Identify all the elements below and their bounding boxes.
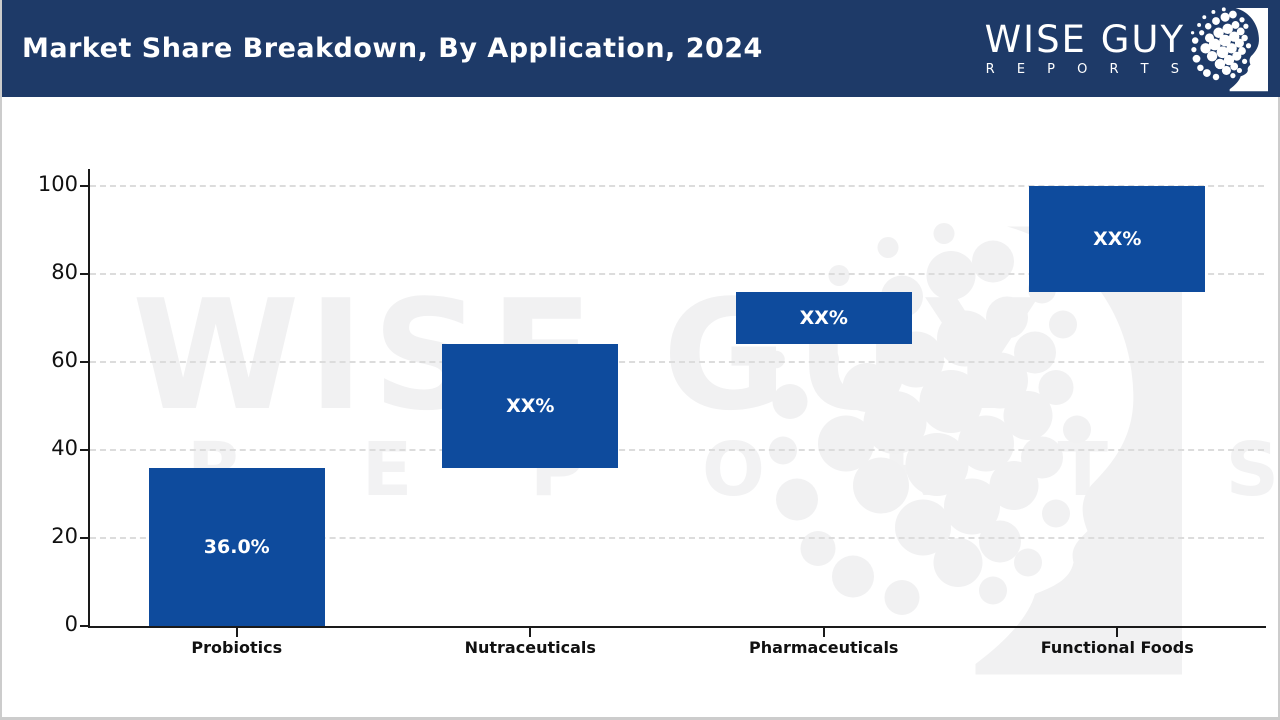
x-tick-label-functional-foods: Functional Foods [1040,638,1194,657]
brand-logo: WISE GUY R E P O R T S [982,6,1268,92]
gridline-y-40 [90,449,1264,451]
y-tick-label-100: 100 [37,172,78,196]
y-tick-label-0: 0 [64,612,78,636]
y-axis-line [88,169,90,628]
bar-pharmaceuticals: XX% [735,291,912,345]
bar-value-label: XX% [506,394,555,417]
gridline-y-80 [90,273,1264,275]
bar-value-label: XX% [799,306,848,329]
chart-area: WISE GUY R E P O R T S [2,97,1280,720]
y-tick-mark-80 [80,273,88,275]
bar-functional-foods: XX% [1029,186,1206,292]
x-tick-mark-3 [822,628,825,637]
x-tick-mark-2 [529,628,532,637]
chart-title: Market Share Breakdown, By Application, … [22,33,763,64]
gridline-y-100 [90,185,1264,187]
bar-value-label: XX% [1093,227,1142,250]
watermark-dotted-head-icon [767,223,1182,675]
brand-logo-text: WISE GUY R E P O R T S [982,21,1188,77]
chart-header: Market Share Breakdown, By Application, … [2,0,1280,97]
y-tick-mark-20 [80,537,88,539]
y-tick-label-80: 80 [51,260,78,284]
x-tick-label-probiotics: Probiotics [191,638,283,657]
brand-logo-line1: WISE GUY [984,17,1186,61]
x-tick-mark-1 [235,628,238,637]
bar-nutraceuticals: XX% [442,344,619,468]
dotted-head-profile-icon [1190,6,1268,91]
x-tick-mark-4 [1116,628,1119,637]
x-axis-line [88,626,1266,628]
y-tick-label-40: 40 [51,436,78,460]
x-tick-label-pharmaceuticals: Pharmaceuticals [749,638,899,657]
y-tick-mark-60 [80,361,88,363]
gridline-y-60 [90,361,1264,363]
y-tick-label-20: 20 [51,524,78,548]
y-tick-mark-0 [80,625,88,627]
brand-logo-line2: R E P O R T S [985,61,1188,77]
y-tick-mark-100 [80,185,88,187]
y-tick-mark-40 [80,449,88,451]
x-tick-label-nutraceuticals: Nutraceuticals [464,638,596,657]
gridline-y-20 [90,537,1264,539]
y-tick-label-60: 60 [51,348,78,372]
bar-value-label: 36.0% [203,535,270,558]
bar-probiotics: 36.0% [148,467,325,626]
